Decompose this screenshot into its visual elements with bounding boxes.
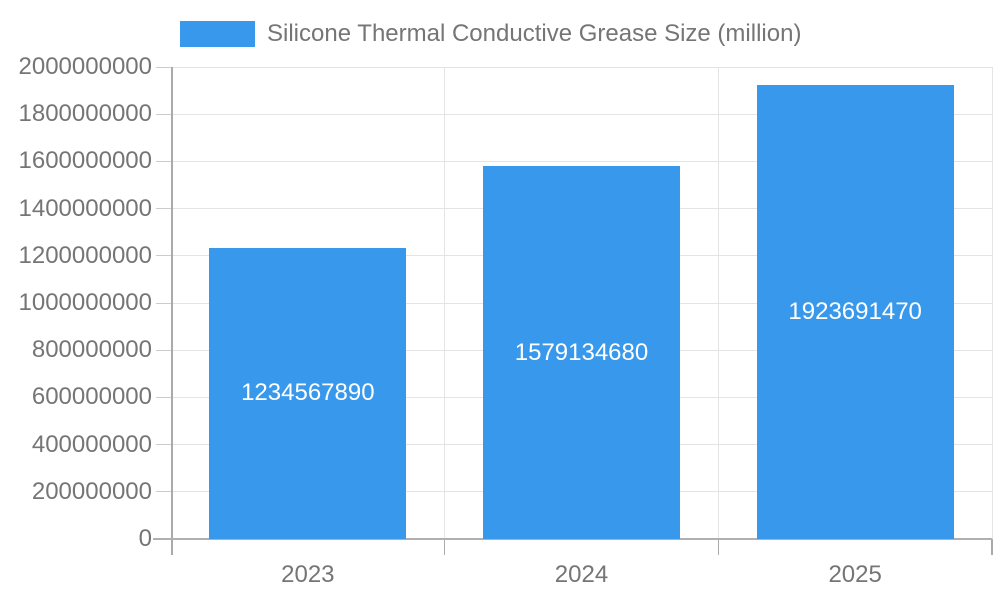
x-tick-label: 2024 <box>554 561 609 588</box>
y-axis-tick <box>156 349 171 351</box>
y-tick-label: 1400000000 <box>18 194 152 222</box>
y-axis-tick <box>156 302 171 304</box>
y-tick-label: 1000000000 <box>18 289 152 316</box>
chart-legend[interactable]: Silicone Thermal Conductive Grease Size … <box>180 20 801 48</box>
y-axis-tick <box>156 113 171 115</box>
bar-value-label: 1923691470 <box>788 297 922 325</box>
y-tick-label: 800000000 <box>31 336 152 364</box>
gridline-horizontal <box>171 66 992 68</box>
y-tick-label: 600000000 <box>31 383 152 411</box>
gridline-vertical <box>717 67 719 539</box>
y-tick-label: 400000000 <box>31 430 152 458</box>
bar-value-label: 1579134680 <box>514 338 649 366</box>
y-axis-line <box>171 67 173 555</box>
legend-label: Silicone Thermal Conductive Grease Size … <box>267 20 802 47</box>
y-axis-tick <box>156 491 171 493</box>
y-tick-label: 1800000000 <box>18 100 152 128</box>
y-axis-tick <box>156 444 171 446</box>
y-tick-label: 1200000000 <box>18 241 152 269</box>
y-axis-tick <box>156 208 171 210</box>
y-axis-tick <box>156 160 171 162</box>
x-axis-tick <box>991 539 993 555</box>
gridline-horizontal <box>171 113 992 115</box>
x-tick-label: 2025 <box>828 561 882 588</box>
x-axis-tick <box>443 539 446 555</box>
y-tick-label: 1600000000 <box>18 147 152 175</box>
x-tick-label: 2023 <box>281 561 335 588</box>
bar-value-label: 1234567890 <box>241 379 375 407</box>
gridline-vertical <box>444 67 446 539</box>
bar[interactable]: 1923691470 <box>756 85 954 539</box>
y-tick-label: 2000000000 <box>18 53 152 80</box>
legend-swatch <box>180 21 255 47</box>
bar[interactable]: 1579134680 <box>483 166 680 539</box>
y-tick-label: 0 <box>138 525 152 552</box>
y-axis-tick <box>156 66 171 68</box>
bar[interactable]: 1234567890 <box>209 247 407 539</box>
y-axis-tick <box>156 255 171 257</box>
gridline-horizontal <box>171 160 992 162</box>
y-axis-tick <box>156 396 171 398</box>
gridline-vertical <box>991 67 993 539</box>
x-axis-tick <box>717 539 720 555</box>
y-tick-label: 200000000 <box>31 477 152 505</box>
